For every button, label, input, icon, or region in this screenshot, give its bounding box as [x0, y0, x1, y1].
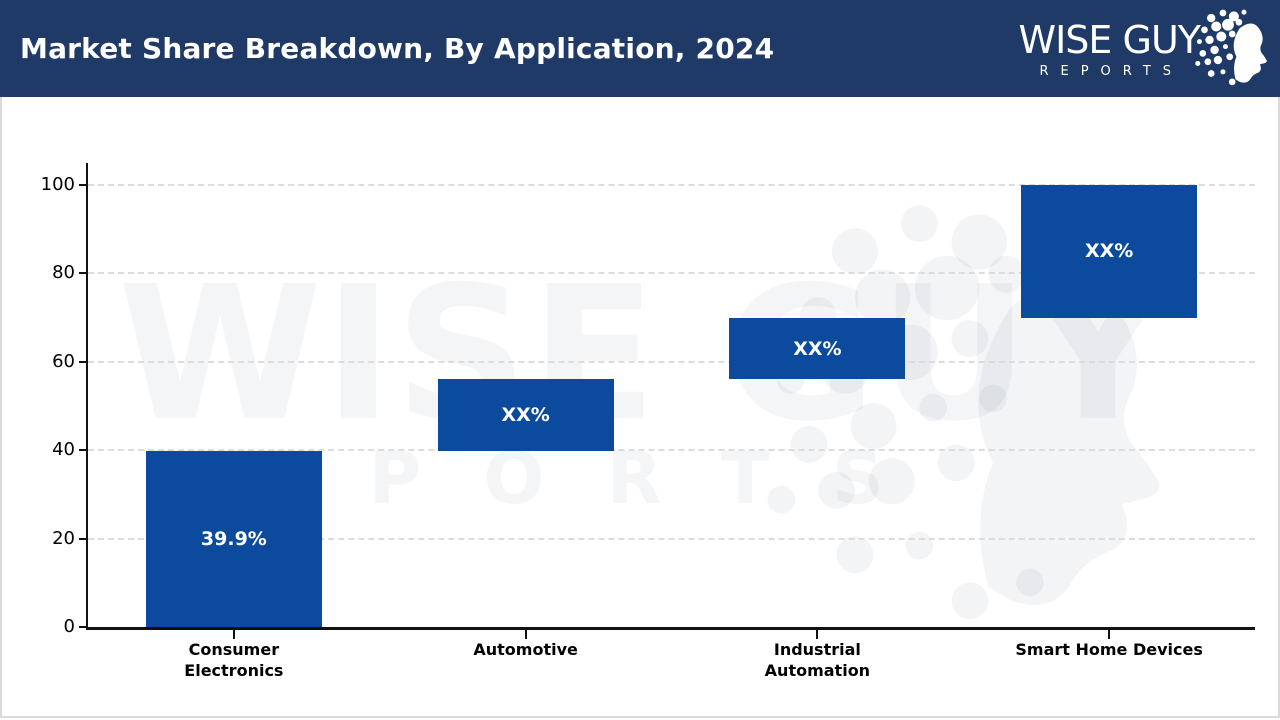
bar: 39.9% — [145, 450, 322, 627]
grid-line — [88, 449, 1255, 452]
y-tick-label: 60 — [52, 350, 75, 372]
x-category-label: Industrial Automation — [687, 640, 947, 682]
y-axis-line — [86, 163, 88, 629]
y-tick-mark — [79, 360, 88, 363]
x-category-label-line: Smart Home Devices — [1015, 640, 1203, 659]
bar-value-label: XX% — [501, 404, 550, 427]
x-category-label-line: Industrial — [773, 640, 861, 659]
bar: XX% — [437, 379, 614, 451]
grid-line — [88, 360, 1255, 363]
wiseguy-wordmark: WISE GUY — [1018, 18, 1201, 62]
dotted-profile-head-icon — [1195, 9, 1267, 86]
header-band: Market Share Breakdown, By Application, … — [0, 0, 1280, 97]
y-tick-mark — [79, 184, 88, 186]
bar-value-label: XX% — [1084, 240, 1134, 263]
x-tick-mark — [1108, 630, 1111, 639]
x-tick-mark — [524, 630, 527, 639]
x-category-label: Automotive — [396, 640, 656, 661]
x-tick-mark — [816, 630, 819, 639]
y-tick-label: 0 — [63, 616, 75, 637]
y-tick-label: 80 — [52, 262, 75, 284]
grid-line — [88, 537, 1255, 540]
x-category-label-line: Consumer — [188, 640, 280, 659]
x-category-label: Consumer Electronics — [104, 640, 364, 682]
page-title: Market Share Breakdown, By Application, … — [20, 32, 775, 65]
y-tick-mark — [79, 537, 88, 540]
bar: XX% — [729, 317, 906, 380]
x-tick-mark — [232, 630, 235, 639]
y-tick-label: 40 — [52, 439, 75, 461]
bar-value-label: XX% — [793, 337, 842, 360]
x-category-label: Smart Home Devices — [979, 640, 1239, 661]
y-tick-mark — [79, 272, 88, 275]
x-category-label-line: Electronics — [184, 660, 284, 680]
bar: XX% — [1021, 185, 1198, 318]
grid-line — [88, 272, 1255, 275]
wiseguy-reports-label: REPORTS — [1039, 63, 1184, 79]
y-tick-mark — [79, 449, 88, 452]
wiseguy-logo-text: WISE GUY REPORTS — [1018, 18, 1201, 79]
y-tick-label: 100 — [40, 174, 75, 195]
wiseguy-logo: WISE GUY REPORTS — [1016, 6, 1267, 94]
grid-line — [88, 184, 1255, 186]
x-category-label-line: Automation — [764, 660, 871, 680]
x-axis-line — [86, 627, 1255, 630]
y-tick-mark — [79, 626, 88, 628]
x-category-label-line: Automotive — [473, 640, 578, 659]
bar-value-label: 39.9% — [200, 527, 267, 550]
y-tick-label: 20 — [52, 527, 75, 549]
